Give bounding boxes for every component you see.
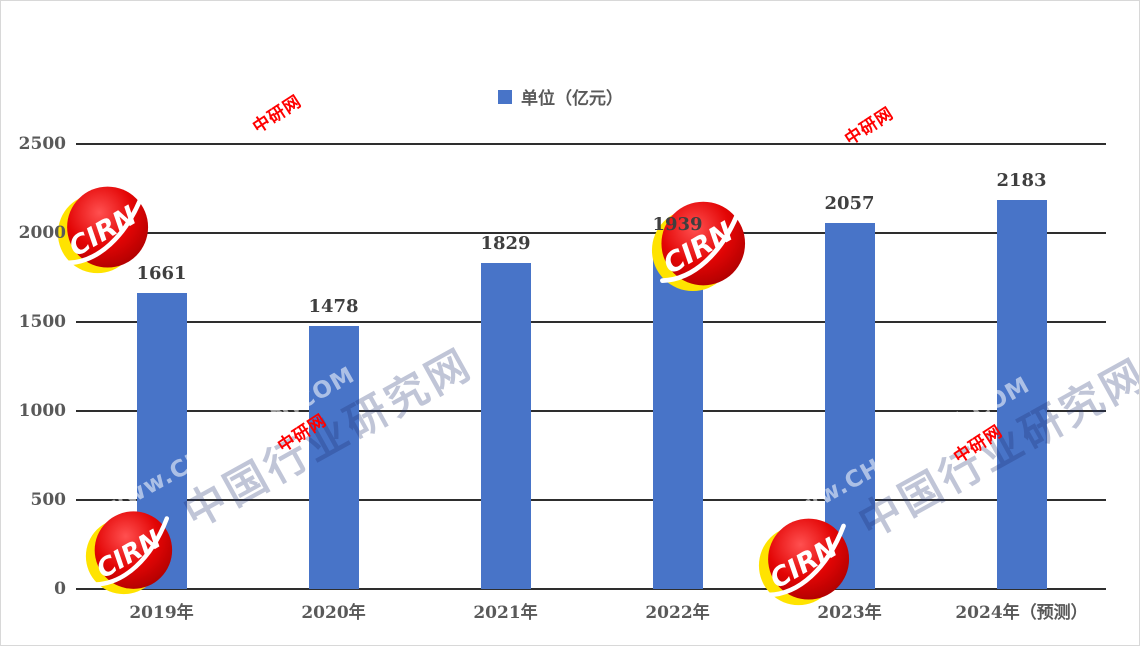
bar-2022年 [652, 243, 703, 589]
bar-2020年 [308, 325, 359, 589]
red-stamp: 中研网 [249, 91, 306, 138]
red-stamp: 中研网 [841, 103, 898, 150]
cirn-logo-icon: CIRN [57, 186, 149, 274]
bar-2021年 [480, 263, 531, 589]
gridline [76, 410, 1106, 412]
red-stamp: 中研网 [274, 410, 331, 457]
legend: 单位（亿元） [498, 84, 623, 109]
gridline [76, 232, 1106, 234]
cirn-logo-icon: CIRN [85, 511, 173, 595]
legend-label: 单位（亿元） [521, 89, 623, 109]
gridline [76, 143, 1106, 145]
cirn-logo-icon: CIRN [651, 201, 746, 292]
legend-marker [498, 89, 512, 104]
red-stamp: 中研网 [950, 421, 1007, 468]
cirn-logo-icon: CIRN [758, 518, 850, 606]
gridline [76, 321, 1106, 323]
gridline [76, 499, 1106, 501]
bar-2024年（预测） [996, 200, 1047, 589]
gridline [76, 588, 1106, 590]
